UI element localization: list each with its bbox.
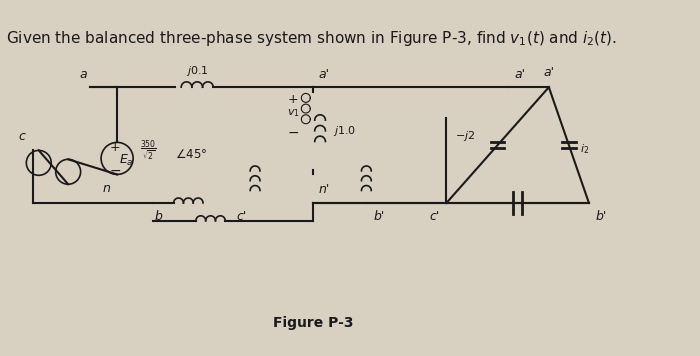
Text: −: − <box>109 164 121 178</box>
Text: a': a' <box>543 66 554 79</box>
Text: $v_1$: $v_1$ <box>287 107 300 119</box>
Text: $i_2$: $i_2$ <box>580 143 589 156</box>
Text: −: − <box>288 126 299 140</box>
Text: c: c <box>18 130 25 143</box>
Text: a: a <box>80 68 87 81</box>
Text: $j1.0$: $j1.0$ <box>332 124 356 138</box>
Text: $E_a$: $E_a$ <box>119 153 134 168</box>
Text: c': c' <box>429 210 440 223</box>
Text: Given the balanced three-phase system shown in Figure P-3, find $v_1(t)$ and $i_: Given the balanced three-phase system sh… <box>6 29 617 48</box>
Text: b': b' <box>595 210 606 223</box>
Text: $\angle 45°$: $\angle 45°$ <box>175 148 207 161</box>
Text: $-j2$: $-j2$ <box>455 129 475 143</box>
Text: $j0.1$: $j0.1$ <box>186 64 209 78</box>
Text: a': a' <box>318 68 329 81</box>
Text: b': b' <box>374 210 385 223</box>
Text: $\frac{350}{\sqrt{2}}$: $\frac{350}{\sqrt{2}}$ <box>140 139 157 164</box>
Text: b: b <box>154 210 162 223</box>
Text: n': n' <box>318 183 330 197</box>
Text: c': c' <box>236 210 246 223</box>
Text: +: + <box>110 141 120 154</box>
Text: Figure P-3: Figure P-3 <box>273 316 354 330</box>
Text: n: n <box>102 182 111 195</box>
Text: a': a' <box>514 68 525 81</box>
Text: +: + <box>288 93 299 106</box>
